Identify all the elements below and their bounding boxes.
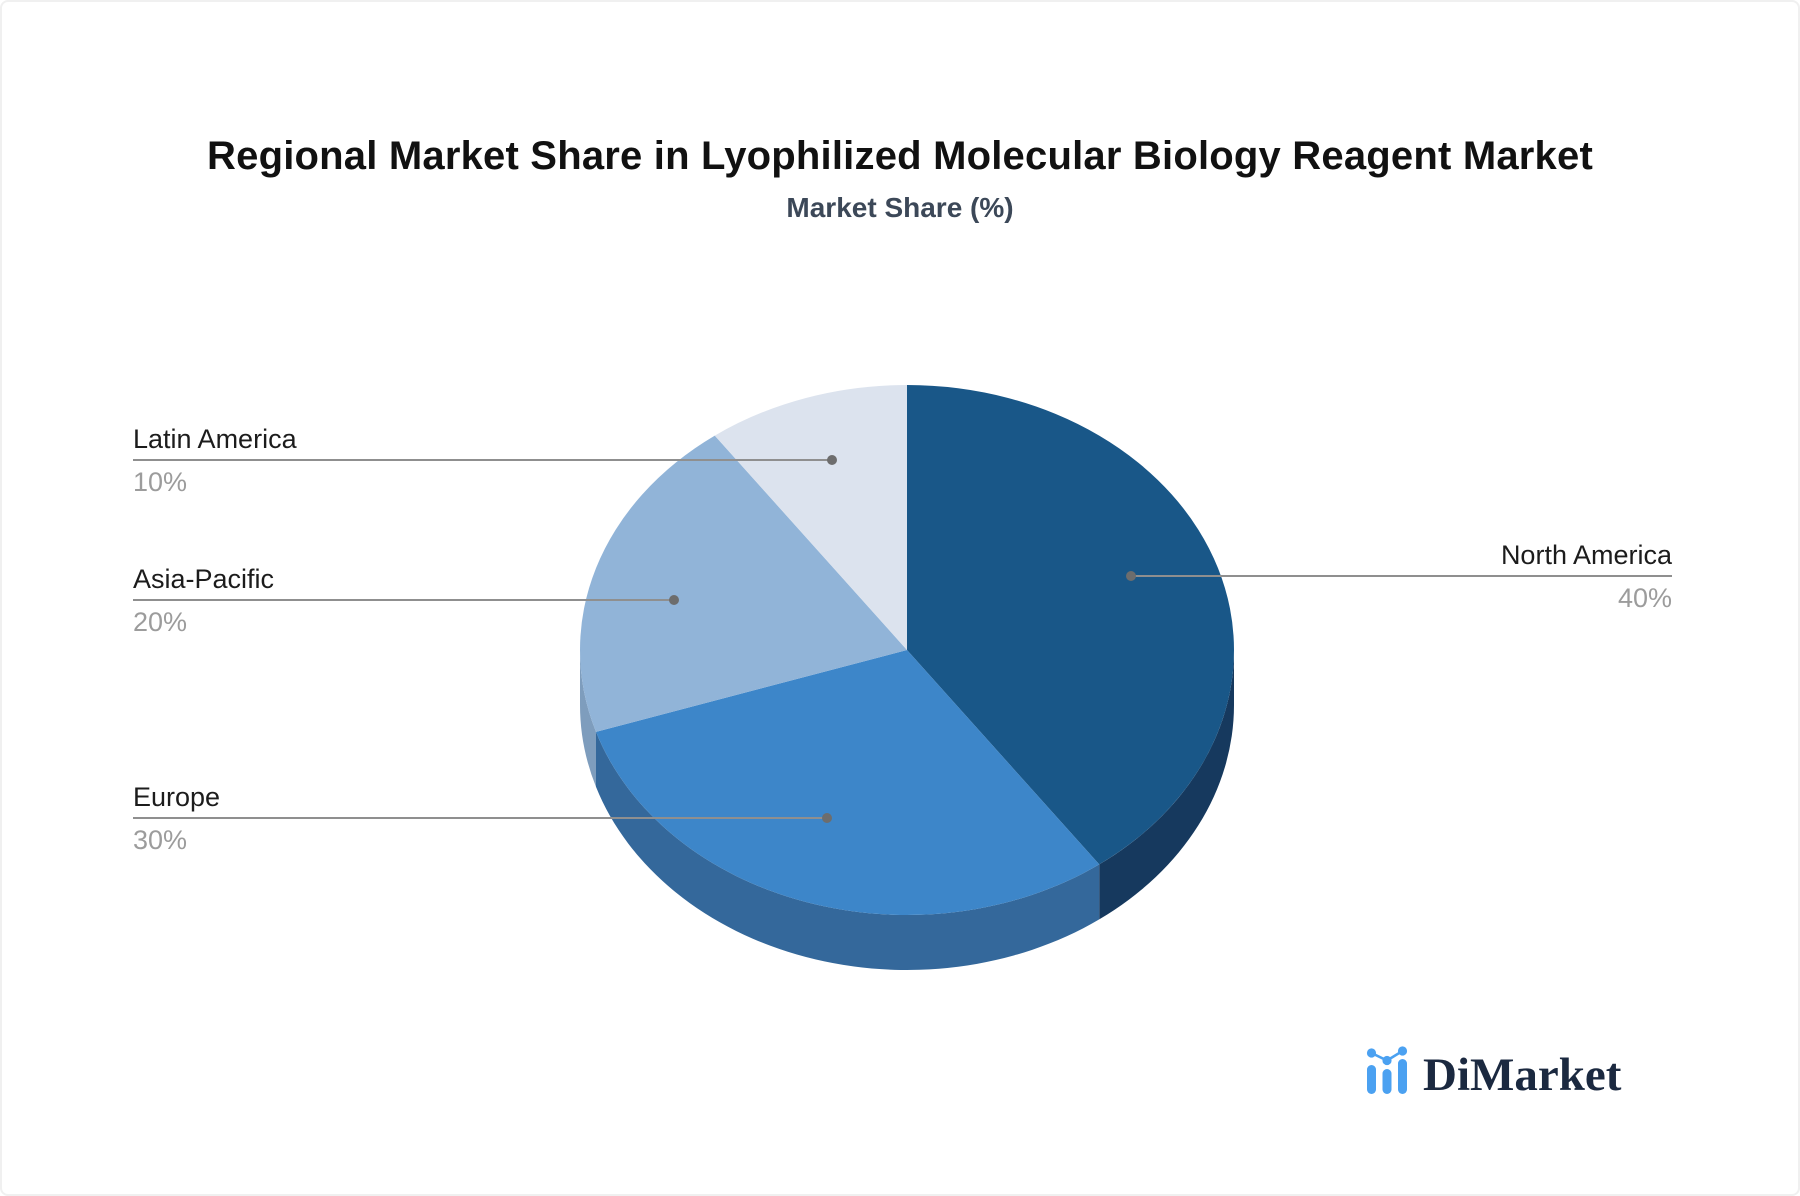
pie-slice-side-asia-pacific [580, 650, 597, 787]
chart-title: Regional Market Share in Lyophilized Mol… [207, 134, 1593, 178]
callout-asia-pacific: Asia-Pacific 20% [133, 566, 679, 636]
logo-text: DiMarket [1423, 1049, 1622, 1101]
callout-value-north-america: 40% [1617, 583, 1672, 613]
pie-slice-asia-pacific[interactable] [580, 435, 907, 732]
callout-dot-icon [1126, 571, 1136, 581]
callout-label-europe: Europe [133, 782, 221, 812]
bar-chart-logo-icon [1366, 1046, 1408, 1094]
callout-value-latin-america: 10% [133, 467, 188, 497]
callout-value-asia-pacific: 20% [133, 607, 188, 637]
pie-slice-side-europe [596, 731, 1100, 971]
callout-value-europe: 30% [133, 825, 188, 855]
pie-slice-latin-america[interactable] [714, 385, 907, 650]
callout-label-latin-america: Latin America [133, 424, 297, 454]
callout-dot-icon [827, 455, 837, 465]
pie-slice-side-north-america [1099, 650, 1234, 920]
pie-slice-north-america[interactable] [907, 385, 1234, 865]
pie-slice-europe[interactable] [596, 650, 1100, 916]
dimarket-logo[interactable]: DiMarket [1365, 1040, 1621, 1099]
callout-europe: Europe 30% [133, 784, 832, 854]
callout-label-north-america: North America [1500, 540, 1672, 570]
callout-dot-icon [669, 595, 679, 605]
callout-label-asia-pacific: Asia-Pacific [133, 564, 275, 594]
callout-north-america: North America 40% [1126, 542, 1672, 612]
callout-dot-icon [822, 813, 832, 823]
callout-latin-america: Latin America 10% [133, 426, 837, 496]
chart-subtitle: Market Share (%) [786, 192, 1014, 223]
